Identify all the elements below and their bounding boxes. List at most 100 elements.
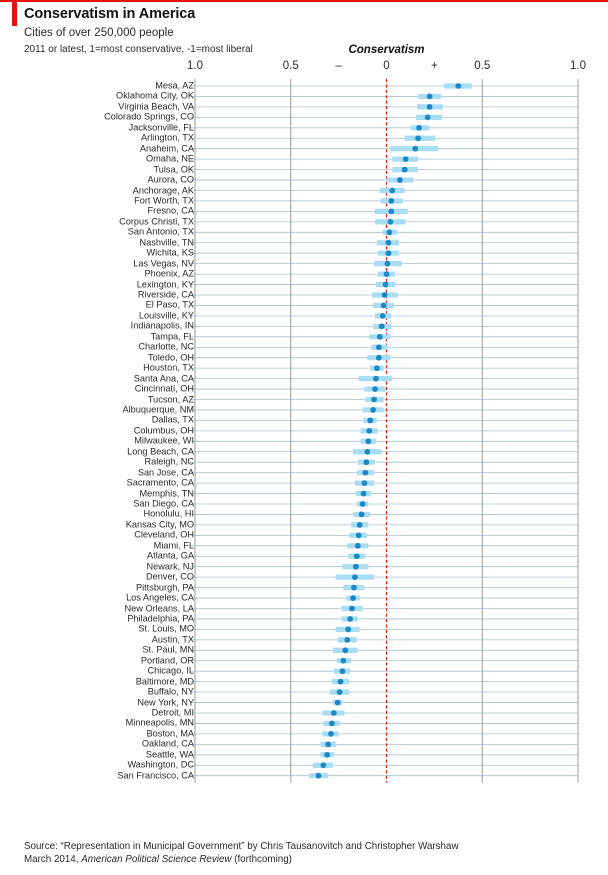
data-point-dot — [385, 239, 392, 246]
source-date: March 2014, — [24, 853, 82, 865]
data-row — [375, 313, 392, 319]
data-point-dot — [329, 720, 335, 727]
data-row — [369, 333, 391, 340]
x-tick-label-0: 1.0 — [187, 60, 203, 72]
city-label: Baltimore, MD — [135, 676, 194, 687]
city-label: Dallas, TX — [151, 414, 194, 425]
source-status: (forthcoming) — [231, 853, 292, 865]
data-row — [341, 605, 363, 612]
page-note: 2011 or latest, 1=most conservative, -1=… — [24, 44, 253, 55]
city-label: Albuquerque, NM — [122, 404, 195, 415]
city-label: Newark, NJ — [146, 561, 194, 572]
city-label: Las Vegas, NV — [133, 258, 194, 269]
city-label: Seattle, WA — [145, 749, 194, 760]
city-label: Fresno, CA — [147, 205, 194, 216]
city-label: Oklahoma City, OK — [116, 90, 194, 101]
source-line-1: Source: “Representation in Municipal Gov… — [24, 841, 459, 852]
data-point-dot — [370, 407, 376, 413]
x-sign-label-1: + — [431, 60, 438, 72]
data-point-dot — [412, 145, 419, 152]
data-point-dot — [366, 427, 373, 434]
data-row — [320, 741, 336, 748]
data-point-dot — [339, 668, 346, 675]
data-point-dot — [362, 469, 369, 476]
city-label: Omaha, NE — [146, 153, 194, 164]
data-point-dot — [381, 292, 388, 298]
data-point-dot — [328, 731, 334, 737]
data-point-dot — [349, 605, 355, 612]
data-point-dot — [383, 271, 390, 277]
data-point-dot — [352, 563, 359, 570]
data-row — [332, 699, 343, 706]
data-row — [351, 522, 369, 528]
city-label: Raleigh, NC — [144, 456, 194, 467]
source-note: Source: “Representation in Municipal Gov… — [24, 841, 459, 866]
data-row — [370, 365, 384, 372]
data-row — [355, 490, 372, 497]
data-point-dot — [364, 448, 371, 455]
data-point-dot — [376, 333, 383, 340]
city-label: Mesa, AZ — [155, 80, 194, 91]
city-label: Fort Worth, TX — [134, 195, 194, 206]
data-row — [347, 542, 369, 549]
data-point-dot — [365, 438, 372, 445]
city-label: Tulsa, OK — [153, 163, 194, 174]
data-row — [343, 584, 365, 591]
city-label: New Orleans, LA — [124, 602, 194, 613]
city-label: Louisville, KY — [138, 310, 194, 321]
city-label: Long Beach, CA — [127, 446, 194, 457]
data-point-dot — [334, 699, 341, 706]
city-label: Colorado Springs, CO — [104, 111, 194, 122]
data-row — [354, 480, 375, 486]
top-rule — [0, 0, 608, 2]
data-row — [348, 553, 366, 560]
data-point-dot — [373, 375, 379, 382]
data-row — [336, 657, 352, 664]
city-label: Tampa, FL — [150, 331, 194, 342]
data-row — [371, 344, 388, 351]
data-point-dot — [388, 208, 395, 215]
data-row — [362, 407, 384, 413]
city-label: Santa Ana, CA — [133, 372, 194, 383]
data-row — [335, 626, 360, 633]
data-point-dot — [315, 772, 322, 779]
data-row — [373, 323, 392, 330]
data-row — [332, 647, 358, 654]
city-label: Phoenix, AZ — [144, 268, 194, 279]
data-row — [365, 396, 384, 403]
data-point-dot — [356, 522, 363, 528]
data-row — [363, 417, 377, 424]
data-point-dot — [337, 678, 344, 685]
city-label: San Jose, CA — [137, 467, 194, 478]
data-point-dot — [324, 751, 331, 758]
data-point-dot — [375, 354, 382, 361]
data-point-dot — [336, 689, 343, 695]
data-point-dot — [424, 114, 431, 121]
data-row — [322, 731, 339, 737]
city-label: Miami, FL — [153, 540, 194, 551]
city-label: Toledo, OH — [148, 352, 194, 363]
data-row — [372, 292, 398, 298]
data-row — [418, 93, 442, 100]
city-label: Minneapolis, MN — [125, 717, 194, 728]
city-label: Chicago, IL — [147, 665, 194, 676]
data-row — [322, 710, 345, 716]
data-row — [375, 208, 408, 215]
city-label: New York, NY — [137, 696, 194, 707]
data-row — [392, 166, 419, 173]
city-label: Columbus, OH — [133, 425, 194, 436]
data-row — [360, 427, 378, 434]
city-label: San Francisco, CA — [117, 770, 194, 781]
data-row — [333, 668, 351, 675]
city-label: St. Louis, MO — [138, 623, 194, 634]
data-row — [331, 678, 350, 685]
city-label: Corpus Christi, TX — [119, 216, 194, 227]
city-label: Jacksonville, FL — [128, 122, 194, 133]
city-label: Cleveland, OH — [134, 529, 194, 540]
city-label: San Diego, CA — [133, 498, 194, 509]
data-point-dot — [384, 260, 391, 267]
x-tick-label-4: 1.0 — [570, 60, 586, 72]
data-point-dot — [372, 386, 378, 392]
source-journal: American Political Science Review — [81, 853, 232, 865]
